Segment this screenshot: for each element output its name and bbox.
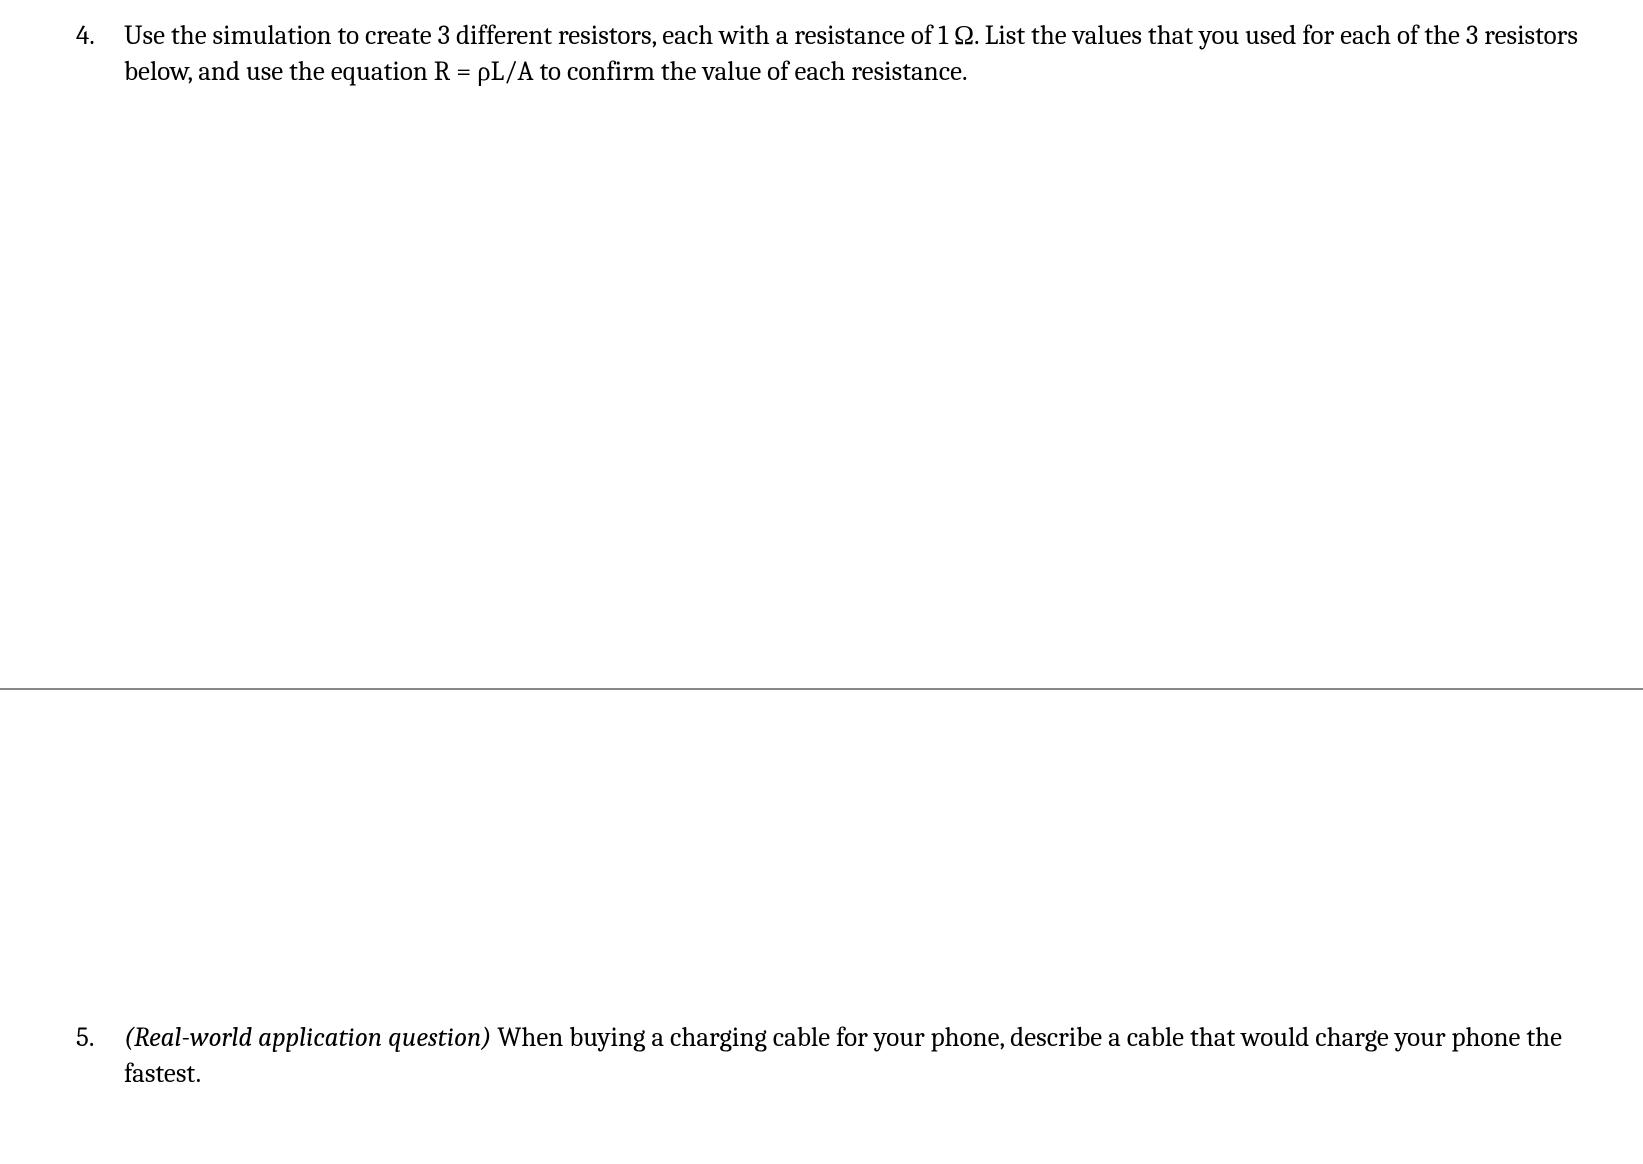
question-5-text: (Real-world application question) When b… <box>124 1020 1603 1093</box>
question-4-number: 4. <box>76 18 124 54</box>
question-5-prefix: (Real-world application question) <box>124 1022 491 1053</box>
question-5-block: 5. (Real-world application question) Whe… <box>76 1020 1603 1093</box>
question-4-text: Use the simulation to create 3 different… <box>124 18 1603 91</box>
question-4-block: 4. Use the simulation to create 3 differ… <box>76 18 1603 91</box>
question-5-number: 5. <box>76 1020 124 1056</box>
page-divider <box>0 688 1643 690</box>
